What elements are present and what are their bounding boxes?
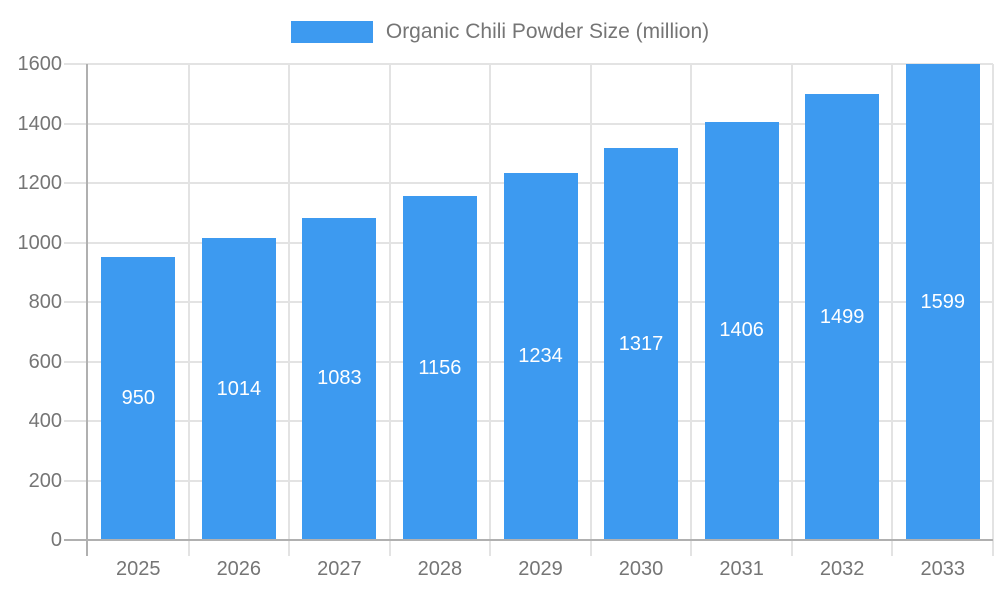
legend-swatch [290, 21, 373, 43]
y-axis-tick-label: 1600 [17, 53, 63, 75]
x-axis-tick-label: 2033 [920, 558, 965, 580]
y-axis-tick-label: 600 [28, 350, 62, 373]
gridline-vertical [388, 64, 391, 556]
y-axis-tick-label: 1000 [17, 231, 63, 254]
y-axis-tick-label: 200 [28, 469, 62, 492]
bar-value-label: 1156 [418, 356, 462, 379]
bar-2026[interactable]: 1014 [201, 238, 276, 540]
gridline-vertical [690, 64, 693, 556]
y-axis-tick-label: 0 [50, 529, 62, 551]
bar-2028[interactable]: 1156 [402, 196, 477, 540]
y-axis-line [86, 64, 88, 556]
x-axis-line [64, 539, 993, 541]
y-axis-tick-label: 400 [28, 410, 62, 432]
bar-2027[interactable]: 1083 [302, 217, 377, 540]
y-axis-tick-label: 800 [28, 291, 62, 313]
bar-value-label: 1599 [920, 290, 965, 313]
bar-value-label: 950 [121, 387, 155, 410]
bar-2032[interactable]: 1499 [805, 94, 880, 540]
bar-value-label: 1499 [819, 305, 865, 328]
y-axis-tick-label: 1200 [17, 172, 63, 194]
bar-2033[interactable]: 1599 [905, 64, 980, 540]
bar-2025[interactable]: 950 [101, 257, 176, 540]
bar-value-label: 1014 [216, 377, 262, 400]
gridline-horizontal [64, 63, 993, 65]
gridline-vertical [891, 64, 894, 556]
bar-2030[interactable]: 1317 [604, 148, 679, 540]
y-axis-tick-label: 1400 [17, 112, 63, 135]
x-axis-tick-label: 2032 [819, 558, 865, 580]
gridline-vertical [992, 64, 994, 556]
x-axis-tick-label: 2029 [518, 558, 563, 580]
x-axis-tick-label: 2025 [116, 558, 161, 580]
x-axis-tick-label: 2028 [417, 558, 463, 580]
chart-legend[interactable]: Organic Chili Powder Size (million) [0, 20, 1000, 44]
x-axis-tick-label: 2026 [216, 558, 262, 580]
gridline-vertical [288, 64, 291, 556]
x-axis-tick-label: 2030 [618, 558, 664, 580]
legend-label: Organic Chili Powder Size (million) [385, 20, 710, 43]
bar-value-label: 1083 [317, 367, 362, 390]
bar-value-label: 1234 [518, 344, 563, 367]
x-axis-tick-label: 2027 [317, 558, 362, 580]
bar-value-label: 1317 [618, 332, 664, 355]
gridline-vertical [589, 64, 592, 556]
bar-value-label: 1406 [719, 319, 764, 342]
gridline-horizontal [64, 122, 993, 125]
gridline-vertical [187, 64, 190, 556]
x-axis-tick-label: 2031 [719, 558, 764, 580]
bar-2031[interactable]: 1406 [704, 121, 779, 540]
gridline-vertical [489, 64, 492, 556]
bar-2029[interactable]: 1234 [503, 172, 578, 540]
gridline-vertical [790, 64, 793, 556]
